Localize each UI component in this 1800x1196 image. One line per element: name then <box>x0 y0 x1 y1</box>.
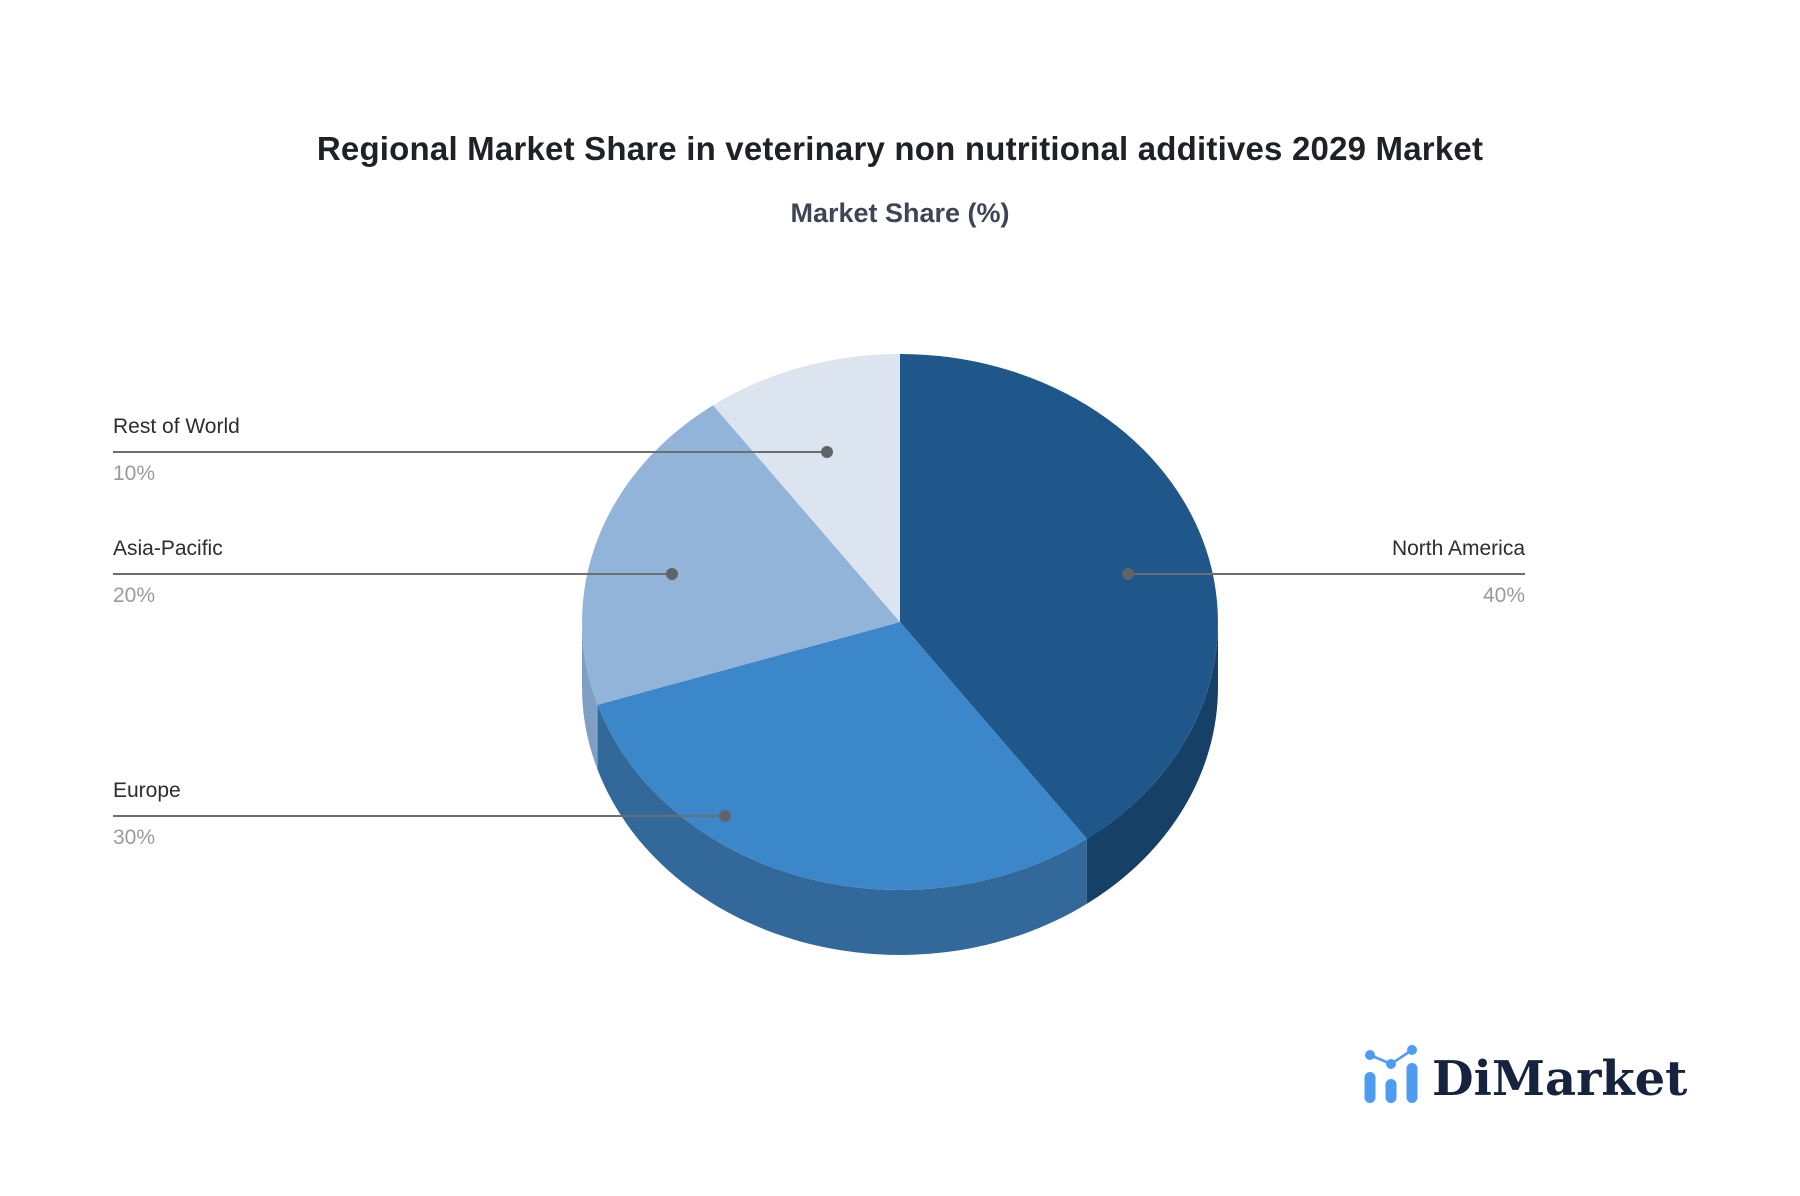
pct-asia-pacific: 20% <box>113 583 155 609</box>
slice-rest-of-world[interactable] <box>713 354 900 622</box>
label-asia-pacific: Asia-Pacific <box>113 536 223 562</box>
logo-dot-3 <box>1407 1045 1417 1055</box>
label-rest-of-world-name: Rest of World <box>113 415 240 438</box>
chart-subtitle: Market Share (%) <box>790 198 1010 228</box>
slice-north-america-side <box>1086 622 1218 904</box>
slice-europe-side <box>597 704 1087 955</box>
logo-text: DiMarket <box>1432 1050 1688 1107</box>
slice-europe[interactable] <box>597 622 1087 890</box>
label-north-america-pct: 40% <box>1482 584 1525 607</box>
pct-rest-of-world: 10% <box>113 461 155 487</box>
label-rest-of-world: Rest of World <box>113 414 240 440</box>
label-europe-pct: 30% <box>113 826 156 849</box>
connector-dot-europe <box>719 810 731 822</box>
pct-europe: 30% <box>113 825 155 851</box>
logo: DiMarket <box>1363 1044 1687 1104</box>
label-europe-name: Europe <box>113 779 181 802</box>
logo-chart-icon <box>1364 1045 1418 1103</box>
label-asia-pacific-name: Asia-Pacific <box>113 537 223 560</box>
slice-asia-pacific[interactable] <box>582 405 900 705</box>
chart-title: Regional Market Share in veterinary non … <box>316 130 1484 167</box>
logo-dot-2 <box>1386 1059 1396 1069</box>
label-europe: Europe <box>113 778 181 804</box>
connector-dot-north-america <box>1122 568 1134 580</box>
logo-bar-3 <box>1406 1063 1418 1103</box>
pct-north-america: 40% <box>1225 583 1525 609</box>
connector-dot-rest-of-world <box>821 446 833 458</box>
label-asia-pacific-pct: 20% <box>113 584 156 607</box>
label-north-america: North America <box>1225 536 1525 562</box>
label-north-america-name: North America <box>1391 537 1525 560</box>
slice-north-america[interactable] <box>900 354 1218 839</box>
slice-asia-pacific-side <box>582 622 598 770</box>
connector-dot-asia-pacific <box>666 568 678 580</box>
label-rest-of-world-pct: 10% <box>113 462 156 485</box>
logo-dot-1 <box>1365 1050 1375 1060</box>
logo-bar-2 <box>1385 1079 1397 1103</box>
logo-bar-1 <box>1364 1072 1376 1103</box>
